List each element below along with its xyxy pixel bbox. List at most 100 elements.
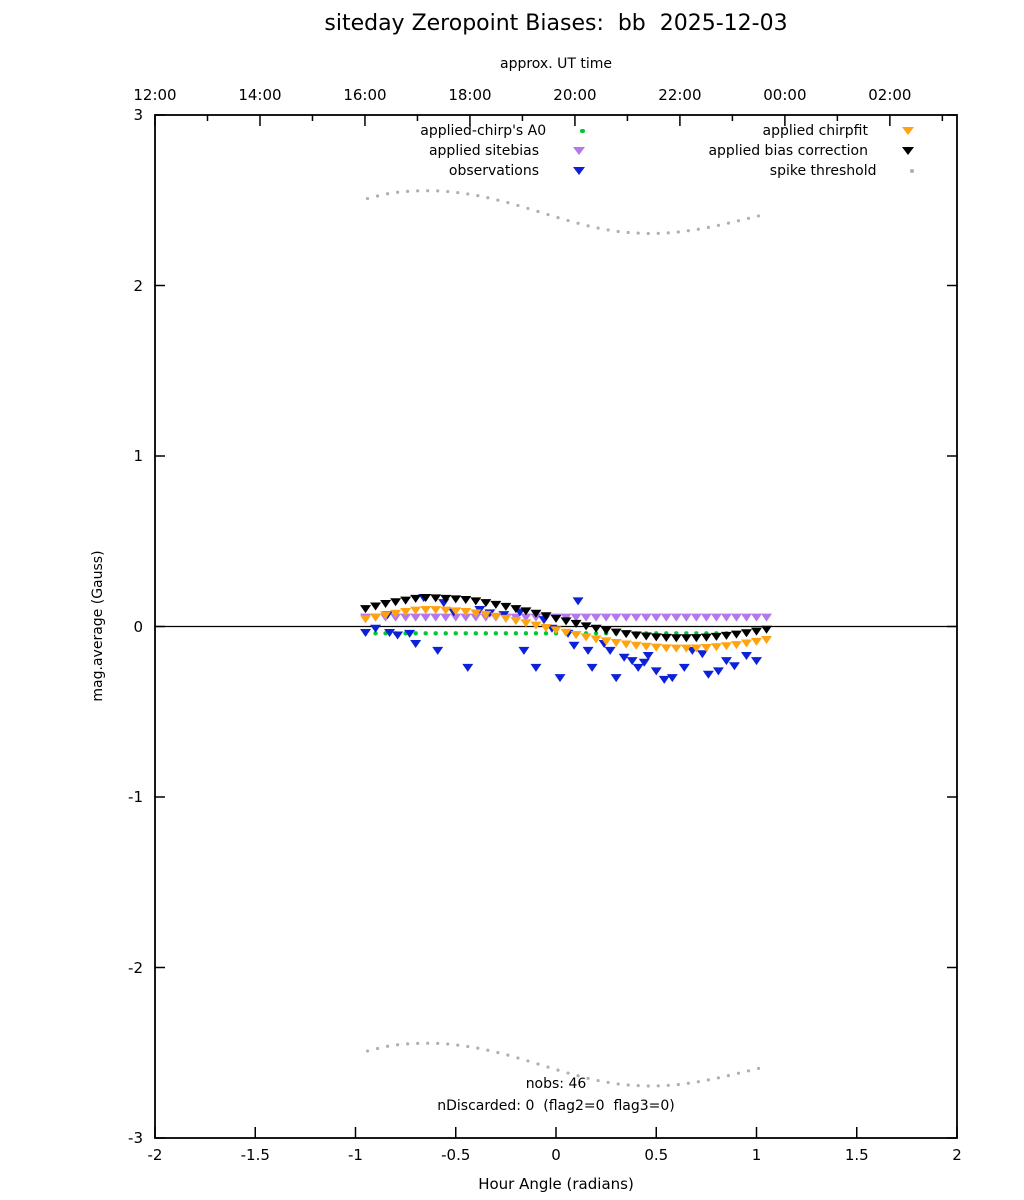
data-point (430, 606, 442, 615)
x-axis-tick-label: 1 (751, 1146, 762, 1164)
data-point (670, 644, 682, 653)
data-point (416, 1041, 420, 1045)
data-point (746, 1069, 751, 1073)
legend-item-applied-sitebias: applied sitebias (300, 141, 585, 161)
data-point (423, 631, 428, 636)
data-point (385, 1044, 390, 1048)
data-point (756, 214, 761, 218)
data-point (678, 663, 690, 672)
data-point (761, 635, 773, 644)
data-point (540, 612, 552, 621)
y-axis-tick-label: -2 (128, 958, 143, 977)
data-point (506, 1053, 510, 1057)
data-point (518, 646, 530, 655)
data-point (650, 667, 662, 676)
data-point (413, 631, 418, 636)
data-point (761, 625, 773, 634)
data-point (433, 631, 438, 636)
data-point (746, 216, 751, 220)
legend-item-applied-chirps-a0: applied-chirp's A0 (300, 121, 585, 141)
data-point (706, 225, 710, 229)
data-point (536, 209, 540, 214)
data-point (375, 194, 380, 198)
data-point (580, 622, 592, 631)
data-point (380, 611, 392, 620)
data-point (656, 231, 660, 235)
data-point (460, 607, 472, 616)
data-point (410, 594, 422, 603)
data-point (392, 631, 404, 640)
data-point (520, 613, 532, 622)
data-point (390, 609, 402, 618)
data-point (740, 613, 752, 622)
data-point (630, 613, 642, 622)
data-point (500, 614, 512, 623)
data-point (610, 628, 622, 637)
data-point (360, 615, 372, 624)
data-point (396, 1043, 400, 1047)
data-point (410, 613, 422, 622)
series-applied-chirpfit (360, 605, 773, 653)
data-point (728, 662, 740, 671)
x-axis-tick-label: 0.5 (644, 1146, 669, 1164)
data-point (596, 1078, 600, 1083)
data-point (486, 1048, 490, 1052)
legend-item-observations: observations (300, 161, 585, 181)
legend-item-spike-threshold: spike threshold (560, 161, 914, 181)
data-point (751, 627, 762, 636)
data-point (446, 1042, 450, 1046)
data-point (483, 631, 489, 636)
data-point (580, 633, 592, 642)
data-point (656, 1084, 660, 1088)
data-point (626, 1083, 630, 1087)
data-point (640, 642, 652, 651)
x-axis-tick-label: 2 (952, 1146, 962, 1164)
data-point (360, 605, 372, 614)
nobs-annotation: nobs: 46 (525, 1076, 587, 1092)
data-point (380, 599, 392, 608)
data-point (456, 190, 460, 195)
legend-label: observations (448, 163, 539, 179)
data-point (560, 628, 572, 637)
data-point (450, 607, 462, 616)
data-point (616, 229, 620, 234)
data-point (730, 641, 742, 650)
data-point (506, 201, 510, 205)
data-point (410, 640, 422, 649)
data-point (696, 650, 708, 659)
data-point (660, 613, 672, 622)
data-point (490, 612, 502, 621)
data-point (390, 598, 402, 607)
data-point (476, 194, 480, 198)
data-point (606, 1080, 610, 1085)
data-point (438, 599, 450, 608)
data-point (620, 640, 632, 649)
data-point (426, 189, 430, 193)
data-point (610, 674, 622, 683)
data-point (646, 231, 650, 236)
y-axis-tick-label: -3 (128, 1129, 143, 1147)
data-point (480, 610, 492, 619)
data-point (610, 639, 622, 648)
data-point (420, 613, 432, 622)
data-point (470, 613, 482, 622)
data-point (576, 1074, 580, 1078)
data-point (466, 1044, 470, 1049)
data-point (536, 1062, 540, 1066)
data-point (700, 643, 712, 652)
data-point (756, 1066, 761, 1071)
legend-label: applied chirpfit (762, 123, 869, 139)
data-point (676, 1082, 680, 1087)
top-axis-tick-label: 02:00 (868, 86, 912, 104)
data-point (470, 597, 482, 606)
data-point (650, 633, 662, 642)
data-point (436, 1041, 440, 1045)
data-point (586, 224, 590, 228)
data-point (526, 206, 530, 211)
data-point (450, 595, 462, 604)
data-point (604, 646, 616, 655)
data-point (658, 675, 670, 684)
data-point (716, 223, 721, 227)
data-point (410, 606, 422, 615)
y-axis-tick-label: 2 (133, 276, 143, 295)
